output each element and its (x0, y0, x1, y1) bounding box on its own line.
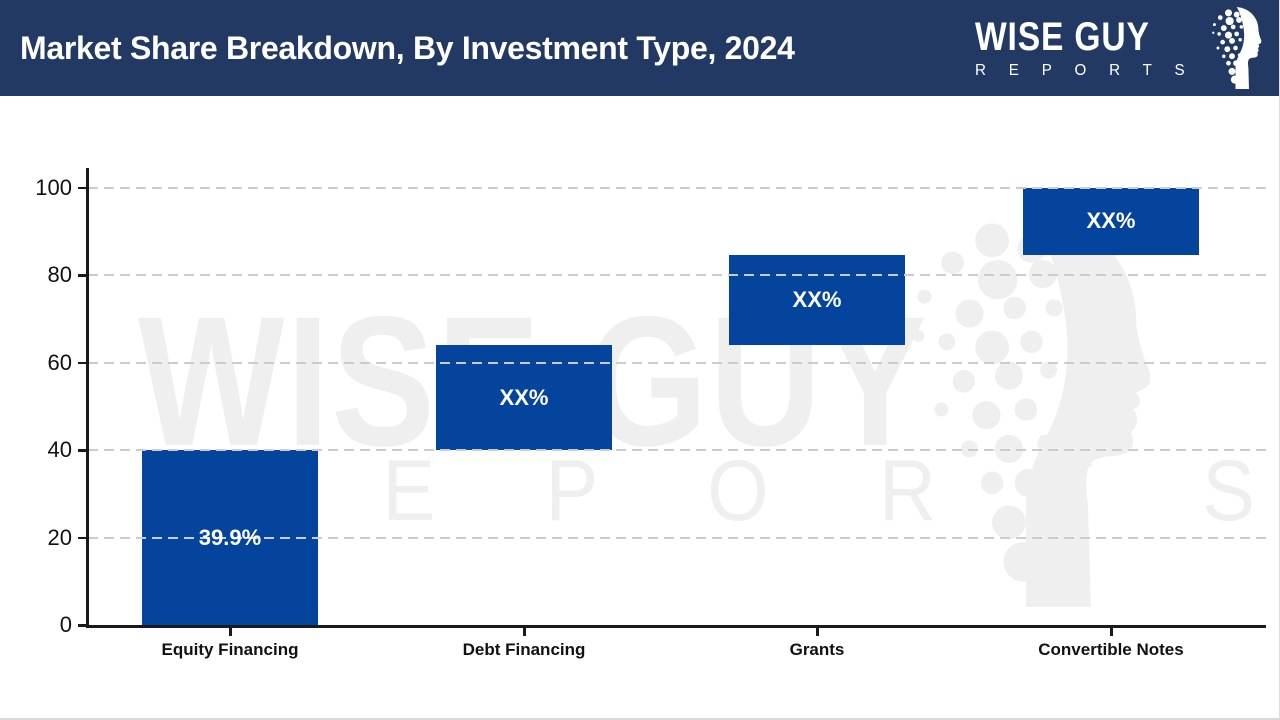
y-tick-mark-0 (78, 624, 88, 627)
y-tick-mark-60 (78, 361, 88, 364)
x-axis-label: Convertible Notes (1038, 640, 1184, 659)
y-tick-label-0: 0 (59, 612, 72, 637)
y-tick-label-80: 80 (47, 262, 72, 287)
bar-value-label: XX% (499, 384, 549, 410)
x-tick-mark (1110, 627, 1113, 636)
bar-value-label: XX% (792, 286, 842, 312)
x-tick-mark (523, 627, 526, 636)
bar-value-label: XX% (1086, 208, 1136, 234)
gridline-40 (88, 449, 1266, 451)
y-axis-line (86, 168, 89, 627)
wise-guy-reports-logo: WISE GUY R E P O R T S (975, 7, 1262, 89)
gridline-60 (88, 361, 1266, 364)
y-tick-label-20: 20 (47, 524, 72, 550)
x-axis-label: Debt Financing (462, 640, 586, 659)
bar-convertible-notes (1023, 187, 1199, 255)
x-axis-label: Equity Financing (161, 640, 299, 659)
x-axis-label: Grants (789, 640, 845, 659)
y-tick-mark-40 (78, 449, 88, 452)
y-tick-label-40: 40 (47, 437, 72, 462)
logo-brand-text: WISE GUY (974, 15, 1150, 60)
x-tick-mark (816, 627, 819, 636)
y-tick-label-60: 60 (47, 349, 72, 375)
x-axis-line (86, 625, 1266, 628)
watermark-dotted-head-icon (868, 212, 1150, 607)
y-tick-mark-20 (78, 536, 88, 539)
logo-text: WISE GUY R E P O R T S (975, 17, 1198, 79)
x-tick-mark (229, 627, 232, 636)
gridline-100 (88, 186, 1266, 189)
y-tick-label-100: 100 (35, 174, 72, 200)
bar-grants (729, 254, 905, 345)
y-tick-mark-80 (78, 274, 88, 277)
gridline-80 (88, 274, 1266, 276)
dotted-head-profile-icon (1202, 7, 1262, 89)
page-title: Market Share Breakdown, By Investment Ty… (20, 29, 795, 66)
bottom-border-line (0, 718, 1279, 720)
header-bar: Market Share Breakdown, By Investment Ty… (0, 0, 1279, 96)
y-tick-mark-100 (78, 186, 88, 189)
gridline-20 (88, 536, 1266, 539)
logo-subtitle-text: R E P O R T S (974, 62, 1194, 80)
bar-value-label: 39.9% (198, 524, 262, 550)
